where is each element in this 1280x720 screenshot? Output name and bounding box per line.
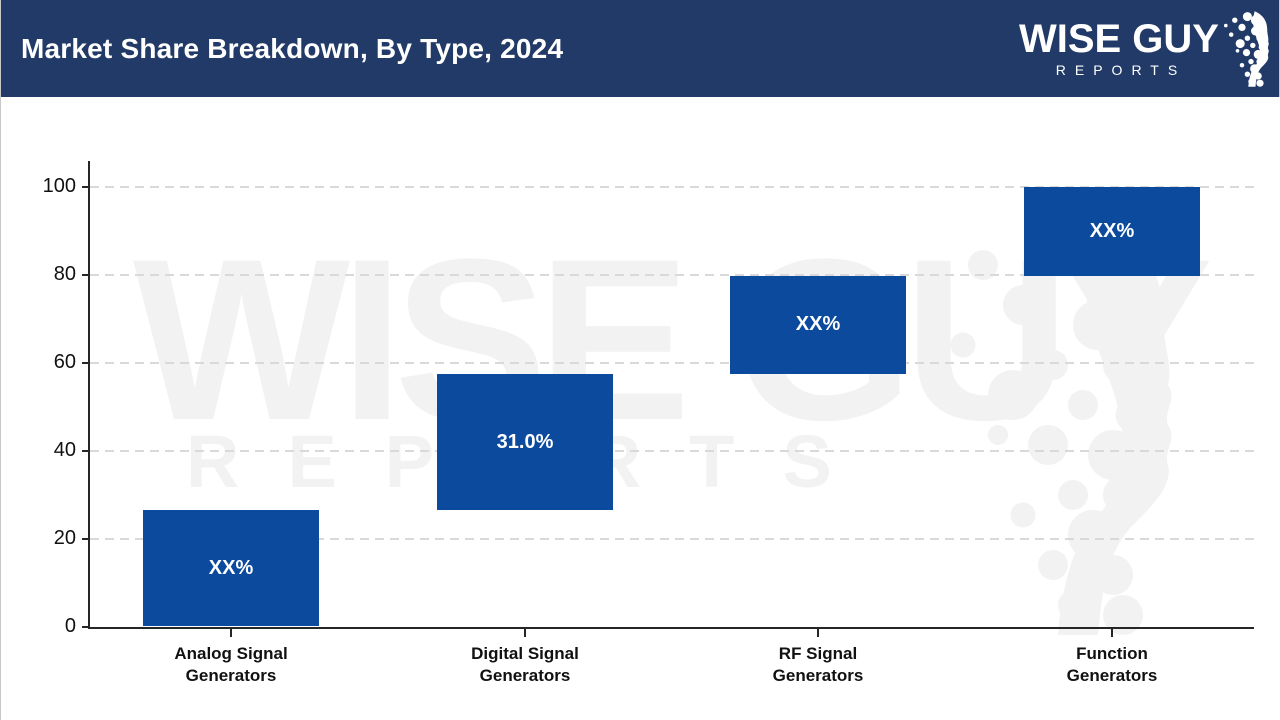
bar-value-label: 31.0% — [496, 430, 554, 453]
bar-value-label: XX% — [795, 313, 841, 336]
gridline-y-100 — [90, 185, 1254, 188]
category-label: Digital Signal Generators — [471, 643, 579, 685]
x-tick-mark — [817, 628, 819, 637]
x-tick-mark — [1111, 628, 1113, 637]
y-tick-label: 100 — [42, 174, 76, 197]
category-label: Analog Signal Generators — [174, 643, 288, 685]
y-tick-label: 60 — [53, 350, 76, 373]
bar-rf-signal-generators: XX% — [730, 275, 906, 374]
x-axis — [88, 626, 1254, 629]
logo-text: WISE GUY REPORTS — [1019, 19, 1219, 78]
y-tick-mark — [82, 449, 90, 452]
gridline-y-20 — [90, 537, 1254, 540]
watermark-head-icon — [923, 215, 1172, 635]
y-tick-label: 80 — [53, 262, 76, 285]
y-tick-mark — [82, 273, 90, 276]
logo-tagline: REPORTS — [1055, 62, 1187, 78]
y-tick-label: 0 — [64, 614, 76, 637]
bar-function-generators: XX% — [1024, 186, 1200, 276]
y-tick-mark — [82, 537, 90, 540]
bar-value-label: XX% — [208, 556, 254, 579]
gridline-y-60 — [90, 361, 1254, 364]
logo-name: WISE GUY — [1018, 17, 1219, 61]
bar-digital-signal-generators: 31.0% — [437, 373, 613, 511]
gridline-y-80 — [90, 273, 1254, 276]
y-tick-label: 20 — [53, 526, 76, 549]
y-axis — [88, 161, 90, 629]
y-tick-mark — [82, 185, 90, 188]
category-label: Function Generators — [1066, 643, 1158, 685]
page-title: Market Share Breakdown, By Type, 2024 — [21, 32, 564, 64]
bar-analog-signal-generators: XX% — [143, 510, 319, 627]
y-tick-mark — [82, 625, 90, 628]
gridline-y-40 — [90, 449, 1254, 452]
wise-guy-reports-logo: WISE GUY REPORTS — [1019, 0, 1269, 97]
bar-value-label: XX% — [1089, 219, 1135, 242]
dotted-head-icon — [1224, 10, 1269, 87]
x-tick-mark — [524, 628, 526, 637]
y-tick-label: 40 — [53, 438, 76, 461]
category-label: RF Signal Generators — [772, 643, 864, 685]
header-bar: Market Share Breakdown, By Type, 2024 WI… — [1, 0, 1279, 97]
y-tick-mark — [82, 361, 90, 364]
x-tick-mark — [230, 628, 232, 637]
